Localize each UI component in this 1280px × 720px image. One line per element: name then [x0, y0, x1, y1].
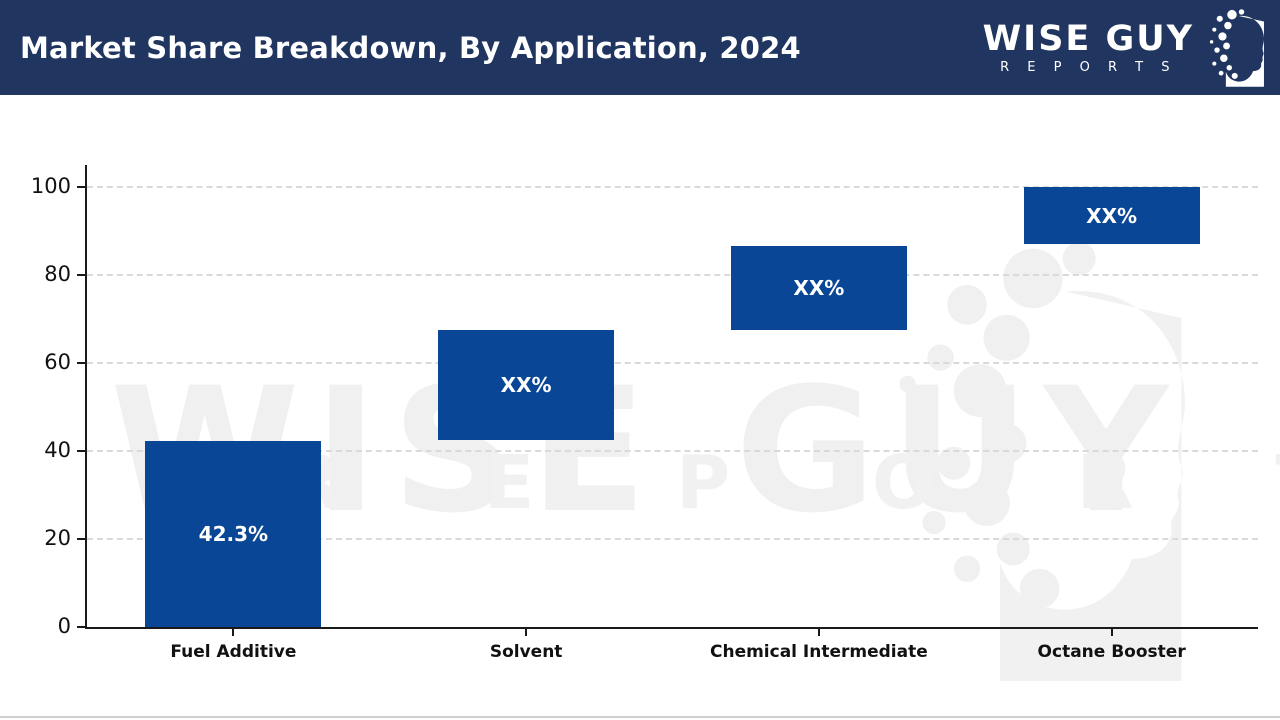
y-axis-tick-100 [77, 186, 85, 188]
y-axis-tick-20 [77, 538, 85, 540]
plot-area: 0 20 40 60 80 100 42.3% Fuel Additive XX% Solvent… [31, 165, 1258, 662]
bottom-border-line [0, 716, 1280, 718]
chart-title: Market Share Breakdown, By Application, … [20, 30, 801, 65]
gridline-100 [87, 186, 1258, 188]
gridline-20 [87, 538, 1258, 540]
x-axis-category-label: Octane Booster [1037, 642, 1186, 662]
gridline-60 [87, 362, 1258, 364]
gridline-40 [87, 450, 1258, 452]
x-axis-category-label: Solvent [489, 642, 563, 662]
x-axis-category-label: Chemical Intermediate [709, 642, 928, 662]
bar-value-label: XX% [1086, 203, 1138, 228]
y-axis-label-20: 20 [44, 526, 71, 550]
watermark-head-icon [899, 242, 1185, 681]
x-axis-tick-1 [525, 627, 528, 636]
bar-value-label: XX% [500, 373, 552, 397]
y-axis-label-100: 100 [30, 174, 71, 198]
x-axis-tick-0 [232, 627, 235, 636]
x-axis-tick-3 [1110, 627, 1113, 636]
y-axis-label-40: 40 [44, 438, 71, 462]
wise-guy-logo: WISE GUY R E P O R T S [983, 8, 1266, 88]
y-axis-label-60: 60 [44, 350, 71, 374]
bar-solvent: XX% [438, 330, 615, 440]
bar-fuel-additive: 42.3% [145, 440, 322, 627]
y-axis-tick-60 [77, 362, 85, 364]
bar-value-label: 42.3% [198, 521, 269, 546]
bar-value-label: XX% [793, 276, 845, 301]
watermark-text-line2: R E P O R T S [285, 440, 1280, 526]
logo-text: WISE GUY R E P O R T S [982, 19, 1194, 75]
y-axis-tick-80 [77, 274, 85, 276]
y-axis-tick-0 [77, 626, 85, 628]
bar-octane-booster: XX% [1023, 187, 1200, 245]
logo-head-icon [1209, 9, 1264, 87]
bar-chemical-intermediate: XX% [730, 246, 907, 330]
logo-wordmark: WISE GUY [982, 19, 1194, 59]
y-axis-label-80: 80 [44, 262, 71, 286]
x-axis-category-label: Fuel Additive [170, 642, 297, 662]
header-bar: Market Share Breakdown, By Application, … [0, 0, 1280, 95]
logo-subtitle: R E P O R T S [1000, 60, 1177, 75]
y-axis-label-0: 0 [57, 614, 71, 638]
x-axis-tick-2 [817, 627, 820, 636]
gridline-80 [87, 274, 1258, 276]
y-axis-tick-40 [77, 450, 85, 452]
